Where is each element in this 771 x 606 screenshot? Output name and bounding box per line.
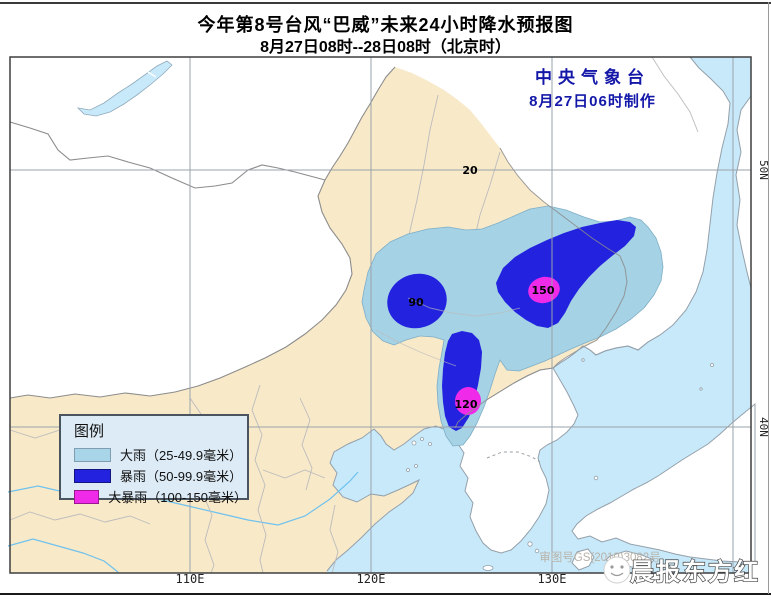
watermark: 晨报东方红 bbox=[603, 553, 760, 587]
rainfall-labels: 20 90 150 120 bbox=[408, 164, 554, 411]
axis-labels: 110E 120E 130E 50N 40N bbox=[176, 160, 770, 586]
japan-kyushu bbox=[571, 548, 595, 571]
rainfall-label-120: 120 bbox=[455, 398, 478, 411]
watermark-text: 晨报东方红 bbox=[630, 558, 760, 586]
japan-honshu bbox=[571, 402, 756, 564]
province-over-precip bbox=[375, 297, 521, 367]
sakhalin-island bbox=[735, 94, 752, 289]
right-divider bbox=[768, 2, 769, 594]
xtick-120e: 120E bbox=[357, 572, 386, 586]
legend-label-severe-rainstorm: 大暴雨（100-150毫米） bbox=[108, 490, 247, 505]
xtick-110e: 110E bbox=[176, 572, 205, 586]
legend-item-heavy-rain: 大雨（25-49.9毫米） bbox=[74, 444, 247, 465]
rainfall-label-90: 90 bbox=[408, 296, 424, 309]
map-credit: 审图号GS(2019)3082号 bbox=[539, 550, 660, 564]
small-islands bbox=[406, 358, 714, 571]
legend-label-rainstorm: 暴雨（50-99.9毫米） bbox=[120, 469, 243, 484]
map-legend: 图例 大雨（25-49.9毫米） 暴雨（50-99.9毫米） 大暴雨（100-1… bbox=[59, 414, 249, 505]
coastline-bohai bbox=[326, 425, 456, 572]
legend-swatch-severe-rainstorm bbox=[74, 489, 100, 504]
sea-area bbox=[327, 57, 751, 573]
legend-label-heavy-rain: 大雨（25-49.9毫米） bbox=[120, 448, 243, 463]
xtick-130e: 130E bbox=[538, 572, 567, 586]
map-frame bbox=[9, 56, 752, 574]
agency-block: 中央气象台 8月27日06时制作 bbox=[500, 63, 685, 111]
top-divider bbox=[0, 2, 771, 4]
dmz-line bbox=[486, 451, 541, 463]
rain-area-storm-east bbox=[496, 220, 636, 328]
country-borders-west bbox=[9, 66, 396, 399]
legend-swatch-heavy-rain bbox=[74, 447, 111, 462]
map-title: 今年第8号台风“巴威”未来24小时降水预报图 bbox=[197, 15, 574, 35]
watermark-logo-icon bbox=[603, 556, 631, 584]
legend-item-severe-rainstorm: 大暴雨（100-150毫米） bbox=[74, 486, 247, 507]
rainfall-label-20: 20 bbox=[462, 164, 478, 177]
coast-over-precip bbox=[552, 334, 661, 369]
legend-title: 图例 bbox=[74, 423, 105, 440]
legend-item-rainstorm: 暴雨（50-99.9毫米） bbox=[74, 465, 247, 486]
bottom-divider bbox=[0, 593, 771, 595]
ytick-50n: 50N bbox=[757, 160, 770, 180]
ytick-40n: 40N bbox=[757, 417, 770, 437]
agency-name: 中央气象台 bbox=[535, 68, 650, 87]
rainfall-label-150: 150 bbox=[532, 284, 555, 297]
rain-area-storm-west bbox=[387, 273, 447, 329]
baikal-island bbox=[147, 71, 157, 78]
legend-swatch-rainstorm bbox=[74, 468, 111, 483]
map-subtitle: 8月27日08时--28日08时（北京时） bbox=[260, 39, 511, 56]
agency-issued-time: 8月27日06时制作 bbox=[529, 93, 656, 110]
lake-baikal bbox=[76, 60, 173, 117]
